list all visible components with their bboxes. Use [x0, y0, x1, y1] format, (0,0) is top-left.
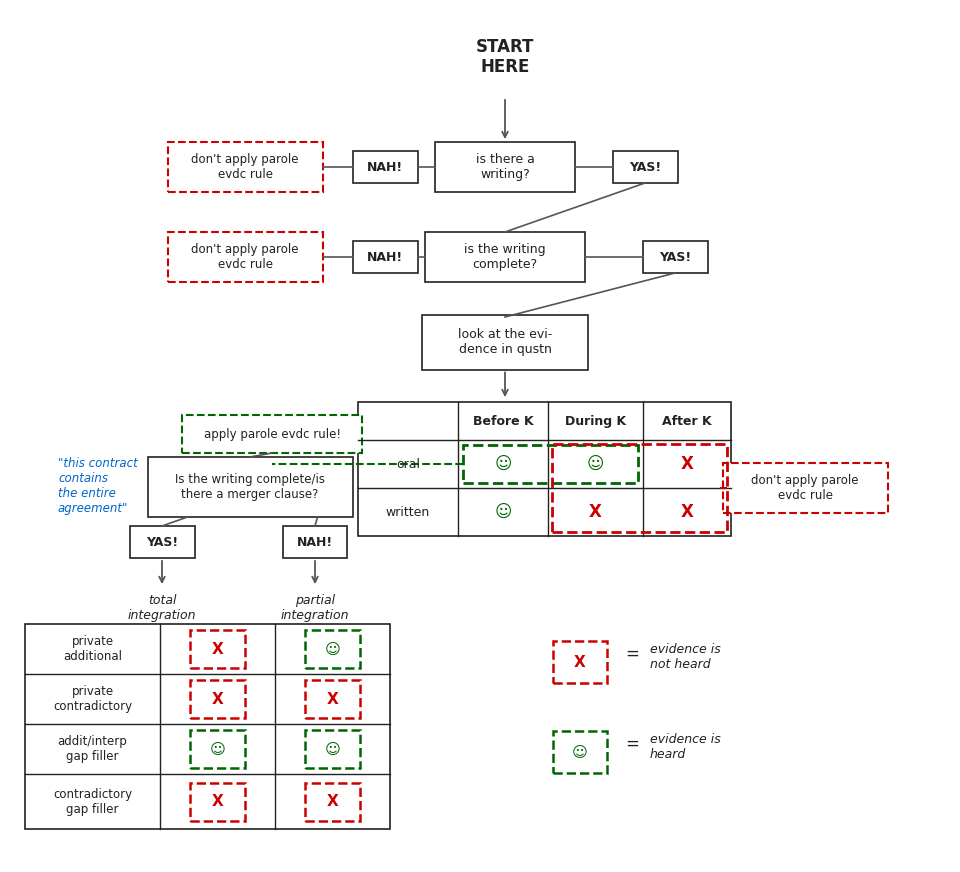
Text: contradictory
gap filler: contradictory gap filler	[53, 787, 132, 815]
Text: YAS!: YAS!	[629, 160, 661, 174]
Text: private
additional: private additional	[63, 635, 122, 663]
Text: ☺: ☺	[494, 455, 512, 473]
Text: X: X	[211, 691, 224, 706]
Text: START
HERE: START HERE	[476, 37, 534, 77]
FancyBboxPatch shape	[642, 241, 708, 273]
FancyBboxPatch shape	[723, 463, 887, 513]
Text: ☺: ☺	[324, 741, 341, 757]
Text: is there a
writing?: is there a writing?	[475, 153, 535, 181]
Text: ☺: ☺	[587, 455, 604, 473]
FancyBboxPatch shape	[282, 526, 348, 558]
FancyBboxPatch shape	[612, 151, 678, 183]
FancyBboxPatch shape	[167, 232, 323, 282]
Text: X: X	[211, 642, 224, 657]
Text: X: X	[681, 503, 693, 521]
FancyBboxPatch shape	[352, 151, 418, 183]
Text: X: X	[326, 794, 338, 809]
Text: X: X	[326, 691, 338, 706]
Text: private
contradictory: private contradictory	[53, 685, 132, 713]
Text: ☺: ☺	[209, 741, 226, 757]
Text: total
integration: total integration	[128, 594, 196, 622]
Text: don't apply parole
evdc rule: don't apply parole evdc rule	[191, 243, 299, 271]
Text: X: X	[589, 503, 602, 521]
Text: apply parole evdc rule!: apply parole evdc rule!	[204, 427, 341, 440]
Text: YAS!: YAS!	[146, 535, 178, 548]
Text: NAH!: NAH!	[367, 250, 403, 263]
Text: partial
integration: partial integration	[280, 594, 349, 622]
Text: YAS!: YAS!	[659, 250, 691, 263]
Text: During K: During K	[564, 414, 626, 427]
Text: addit/interp
gap filler: addit/interp gap filler	[58, 735, 128, 763]
Text: X: X	[574, 655, 586, 670]
FancyBboxPatch shape	[425, 232, 585, 282]
Text: Is the writing complete/is
there a merger clause?: Is the writing complete/is there a merge…	[175, 473, 325, 501]
Text: written: written	[386, 506, 430, 519]
Text: "this contract
contains
the entire
agreement": "this contract contains the entire agree…	[58, 457, 137, 515]
FancyBboxPatch shape	[435, 142, 575, 192]
Text: NAH!: NAH!	[297, 535, 333, 548]
Text: ☺: ☺	[494, 503, 512, 521]
FancyBboxPatch shape	[182, 415, 362, 453]
Text: ☺: ☺	[572, 745, 588, 760]
Text: =: =	[625, 645, 638, 663]
Text: =: =	[625, 735, 638, 753]
Text: evidence is
heard: evidence is heard	[650, 733, 721, 761]
Text: X: X	[681, 455, 693, 473]
FancyBboxPatch shape	[422, 315, 588, 370]
Text: After K: After K	[662, 414, 711, 427]
Text: Before K: Before K	[472, 414, 534, 427]
Text: look at the evi-
dence in qustn: look at the evi- dence in qustn	[458, 328, 552, 356]
FancyBboxPatch shape	[352, 241, 418, 273]
Text: evidence is
not heard: evidence is not heard	[650, 643, 721, 671]
FancyBboxPatch shape	[130, 526, 195, 558]
Text: ☺: ☺	[324, 642, 341, 657]
FancyBboxPatch shape	[148, 457, 352, 517]
FancyBboxPatch shape	[167, 142, 323, 192]
Text: X: X	[211, 794, 224, 809]
Text: NAH!: NAH!	[367, 160, 403, 174]
Text: don't apply parole
evdc rule: don't apply parole evdc rule	[752, 474, 859, 502]
Text: don't apply parole
evdc rule: don't apply parole evdc rule	[191, 153, 299, 181]
Text: is the writing
complete?: is the writing complete?	[465, 243, 546, 271]
Text: oral: oral	[396, 458, 420, 471]
